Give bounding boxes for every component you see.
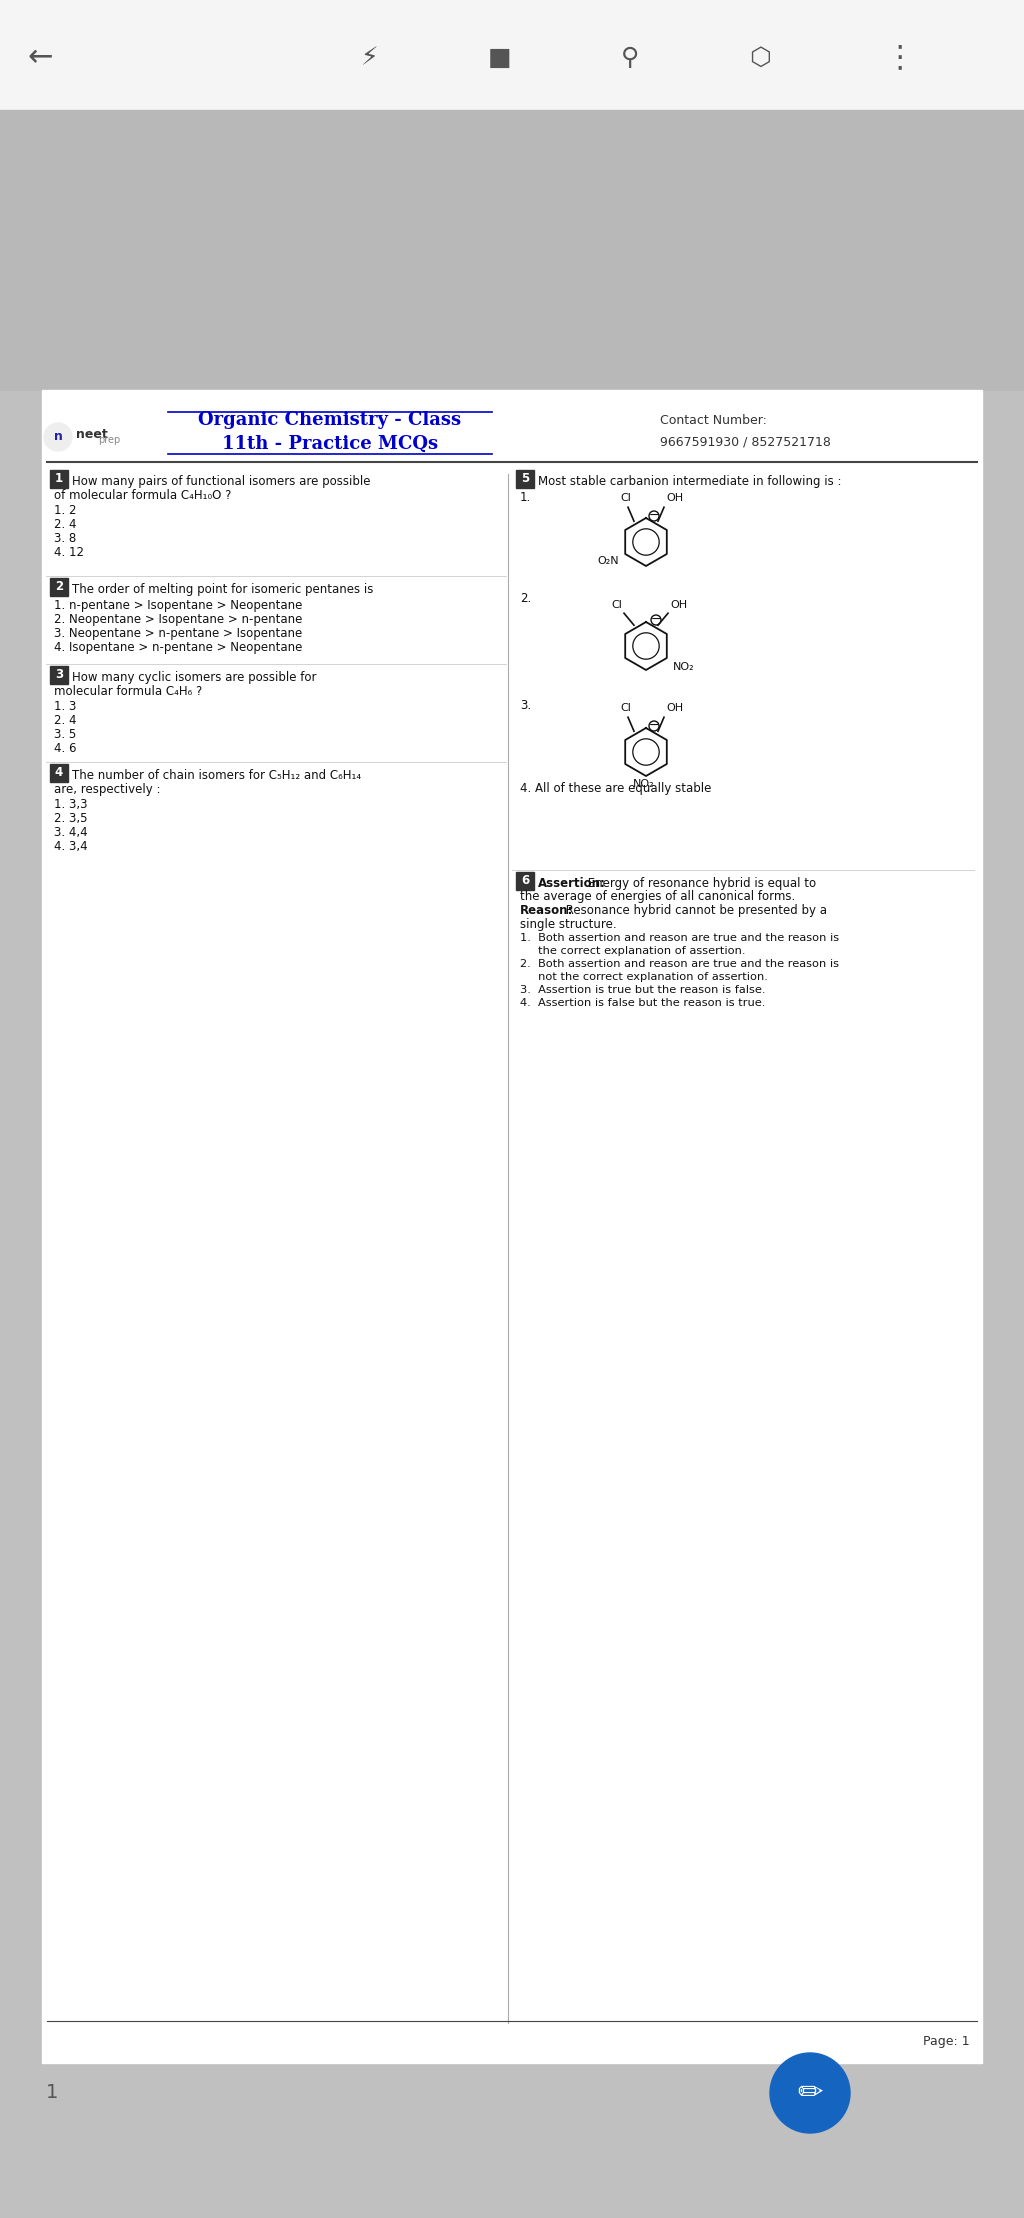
Text: 1: 1 bbox=[46, 2083, 58, 2103]
Text: −: − bbox=[650, 612, 662, 625]
Text: 3. Neopentane > n-pentane > Isopentane: 3. Neopentane > n-pentane > Isopentane bbox=[54, 628, 302, 641]
Text: 4. 6: 4. 6 bbox=[54, 743, 77, 754]
Text: OH: OH bbox=[670, 601, 687, 610]
Text: 2. 4: 2. 4 bbox=[54, 714, 77, 728]
Text: −: − bbox=[649, 508, 659, 521]
Text: Page: 1: Page: 1 bbox=[924, 2034, 970, 2047]
Text: NO₂: NO₂ bbox=[633, 779, 654, 790]
Text: 1. 3,3: 1. 3,3 bbox=[54, 798, 87, 812]
Text: 1. 3: 1. 3 bbox=[54, 701, 77, 712]
Bar bbox=[516, 872, 534, 889]
Text: How many cyclic isomers are possible for: How many cyclic isomers are possible for bbox=[72, 672, 316, 683]
Text: 4. 12: 4. 12 bbox=[54, 546, 84, 559]
Text: 3. 8: 3. 8 bbox=[54, 532, 76, 546]
Text: O₂N: O₂N bbox=[598, 557, 620, 566]
Text: ⬡: ⬡ bbox=[750, 47, 771, 71]
Text: 4. Isopentane > n-pentane > Neopentane: 4. Isopentane > n-pentane > Neopentane bbox=[54, 641, 302, 654]
Text: prep: prep bbox=[98, 435, 120, 446]
Text: 2.: 2. bbox=[520, 592, 531, 606]
Bar bbox=[50, 470, 68, 488]
Text: Reason:: Reason: bbox=[520, 905, 573, 916]
Text: OH: OH bbox=[666, 703, 683, 714]
Text: 9667591930 / 8527521718: 9667591930 / 8527521718 bbox=[660, 435, 830, 448]
Text: ←: ← bbox=[28, 44, 53, 73]
Text: 2. Neopentane > Isopentane > n-pentane: 2. Neopentane > Isopentane > n-pentane bbox=[54, 612, 302, 625]
Text: The order of melting point for isomeric pentanes is: The order of melting point for isomeric … bbox=[72, 583, 374, 597]
Text: 3.  Assertion is true but the reason is false.: 3. Assertion is true but the reason is f… bbox=[520, 985, 766, 996]
Text: Cl: Cl bbox=[621, 703, 632, 714]
Text: 1. n-pentane > Isopentane > Neopentane: 1. n-pentane > Isopentane > Neopentane bbox=[54, 599, 302, 612]
Text: 5: 5 bbox=[521, 472, 529, 486]
Text: 1.  Both assertion and reason are true and the reason is: 1. Both assertion and reason are true an… bbox=[520, 934, 839, 943]
Text: not the correct explanation of assertion.: not the correct explanation of assertion… bbox=[520, 971, 768, 983]
Text: ⋮: ⋮ bbox=[885, 44, 915, 73]
Text: 2. 3,5: 2. 3,5 bbox=[54, 812, 87, 825]
Text: 2: 2 bbox=[55, 581, 63, 594]
Text: 3: 3 bbox=[55, 668, 63, 681]
Circle shape bbox=[44, 424, 72, 450]
Text: 6: 6 bbox=[521, 874, 529, 887]
Text: n: n bbox=[53, 430, 62, 444]
Text: ✏: ✏ bbox=[798, 2078, 822, 2107]
Text: NO₂: NO₂ bbox=[673, 661, 694, 672]
Text: Resonance hybrid cannot be presented by a: Resonance hybrid cannot be presented by … bbox=[562, 905, 827, 916]
Text: 4. All of these are equally stable: 4. All of these are equally stable bbox=[520, 783, 712, 794]
Bar bbox=[0, 111, 1024, 390]
Text: 1. 2: 1. 2 bbox=[54, 503, 77, 517]
Bar bbox=[42, 390, 982, 2063]
Text: Energy of resonance hybrid is equal to: Energy of resonance hybrid is equal to bbox=[584, 876, 816, 889]
Circle shape bbox=[770, 2054, 850, 2134]
Text: molecular formula C₄H₆ ?: molecular formula C₄H₆ ? bbox=[54, 685, 203, 699]
Text: How many pairs of functional isomers are possible: How many pairs of functional isomers are… bbox=[72, 475, 371, 488]
Text: ⚲: ⚲ bbox=[621, 47, 639, 71]
Text: the average of energies of all canonical forms.: the average of energies of all canonical… bbox=[520, 889, 796, 903]
Text: Contact Number:: Contact Number: bbox=[660, 413, 767, 426]
Text: are, respectively :: are, respectively : bbox=[54, 783, 161, 796]
Text: Cl: Cl bbox=[621, 492, 632, 503]
Text: OH: OH bbox=[666, 492, 683, 503]
Bar bbox=[0, 0, 1024, 111]
Text: 2.  Both assertion and reason are true and the reason is: 2. Both assertion and reason are true an… bbox=[520, 958, 839, 969]
Text: ■: ■ bbox=[488, 47, 512, 71]
Text: Assertion:: Assertion: bbox=[538, 876, 606, 889]
Bar bbox=[50, 665, 68, 683]
Text: Cl: Cl bbox=[611, 601, 622, 610]
Text: 4. 3,4: 4. 3,4 bbox=[54, 841, 88, 854]
Text: 1: 1 bbox=[55, 472, 63, 486]
Text: 4.  Assertion is false but the reason is true.: 4. Assertion is false but the reason is … bbox=[520, 998, 765, 1007]
Text: of molecular formula C₄H₁₀O ?: of molecular formula C₄H₁₀O ? bbox=[54, 488, 231, 501]
Text: 3.: 3. bbox=[520, 699, 531, 712]
Text: 3. 5: 3. 5 bbox=[54, 728, 76, 741]
Text: 3. 4,4: 3. 4,4 bbox=[54, 825, 88, 838]
Text: The number of chain isomers for C₅H₁₂ and C₆H₁₄: The number of chain isomers for C₅H₁₂ an… bbox=[72, 770, 361, 783]
Text: 2. 4: 2. 4 bbox=[54, 519, 77, 530]
Bar bbox=[50, 763, 68, 783]
Text: 4: 4 bbox=[55, 767, 63, 779]
Text: the correct explanation of assertion.: the correct explanation of assertion. bbox=[520, 947, 745, 956]
Text: neet: neet bbox=[76, 428, 108, 441]
Text: 11th - Practice MCQs: 11th - Practice MCQs bbox=[222, 435, 438, 452]
Text: Most stable carbanion intermediate in following is :: Most stable carbanion intermediate in fo… bbox=[538, 475, 842, 488]
Text: −: − bbox=[649, 719, 659, 732]
Text: single structure.: single structure. bbox=[520, 918, 616, 932]
Text: Organic Chemistry - Class: Organic Chemistry - Class bbox=[199, 410, 462, 428]
Text: ⚡: ⚡ bbox=[361, 47, 379, 71]
Bar bbox=[516, 470, 534, 488]
Text: 1.: 1. bbox=[520, 490, 531, 503]
Bar bbox=[50, 579, 68, 597]
